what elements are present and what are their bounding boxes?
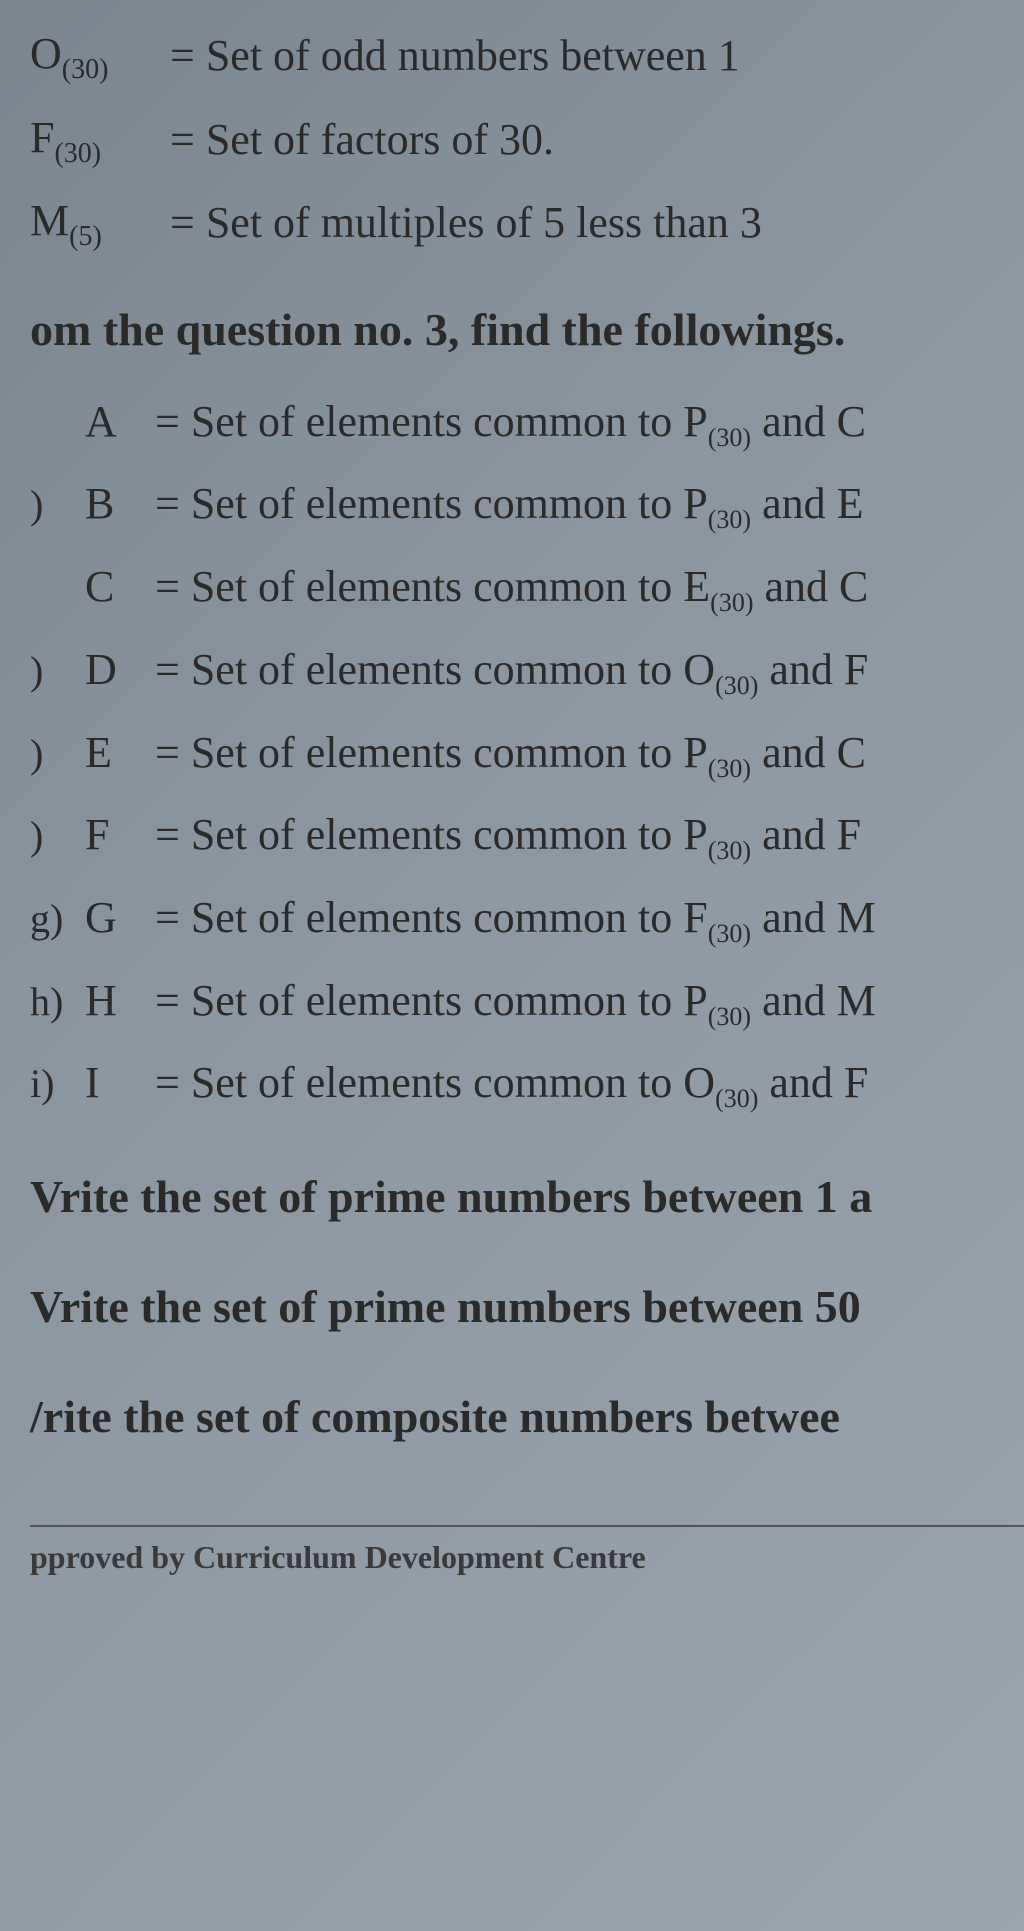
item-sub: (30) [708,919,751,948]
def-symbol-main: F [30,113,54,162]
def-symbol-main: O [30,29,62,78]
item-suffix: and C [751,728,866,777]
def-symbol: F(30) [30,114,170,170]
def-text: = Set of odd numbers between 1 [170,30,740,86]
item-text: = Set of elements common to O(30) and F [155,645,868,701]
item-sub: (30) [715,671,758,700]
item-prefix: = Set of elements common to F [155,893,708,942]
item-suffix: and M [751,893,876,942]
item-sub: (30) [708,1001,751,1030]
item-marker: ) [30,730,85,777]
item-marker: g) [30,895,85,942]
item-text: = Set of elements common to P(30) and M [155,976,876,1032]
item-row: g) G = Set of elements common to F(30) a… [30,892,1024,949]
item-row: ) E = Set of elements common to P(30) an… [30,727,1024,784]
item-sub: (30) [708,836,751,865]
item-row: ) B = Set of elements common to P(30) an… [30,478,1024,535]
item-text: = Set of elements common to P(30) and E [155,479,863,535]
footer-text: pproved by Curriculum Development Centre [30,1525,1024,1576]
item-letter: D [85,644,155,695]
item-letter: A [85,396,155,447]
item-prefix: = Set of elements common to P [155,397,708,446]
def-symbol-sub: (30) [54,137,101,168]
page-content: O(30) = Set of odd numbers between 1 F(3… [0,0,1024,1576]
def-text: = Set of factors of 30. [170,114,554,170]
item-marker: ) [30,481,85,528]
item-row: h) H = Set of elements common to P(30) a… [30,975,1024,1032]
item-sub: (30) [708,753,751,782]
item-letter: B [85,478,155,529]
item-prefix: = Set of elements common to P [155,479,708,528]
item-sub: (30) [708,423,751,452]
item-suffix: and F [751,810,861,859]
item-prefix: = Set of elements common to P [155,810,708,859]
item-marker: h) [30,978,85,1025]
definition-row: M(5) = Set of multiples of 5 less than 3 [30,197,1024,253]
def-symbol: O(30) [30,30,170,86]
item-suffix: and C [753,562,868,611]
item-prefix: = Set of elements common to E [155,562,710,611]
write-row: Vrite the set of prime numbers between 1… [30,1169,1024,1224]
item-marker: i) [30,1060,85,1107]
items-block: A = Set of elements common to P(30) and … [30,396,1024,1114]
item-letter: C [85,561,155,612]
item-letter: H [85,975,155,1026]
definitions-block: O(30) = Set of odd numbers between 1 F(3… [30,30,1024,253]
item-sub: (30) [710,588,753,617]
item-row: A = Set of elements common to P(30) and … [30,396,1024,453]
item-row: ) D = Set of elements common to O(30) an… [30,644,1024,701]
definition-row: O(30) = Set of odd numbers between 1 [30,30,1024,86]
item-row: ) F = Set of elements common to P(30) an… [30,809,1024,866]
item-prefix: = Set of elements common to P [155,728,708,777]
def-symbol-sub: (30) [62,54,109,85]
definition-row: F(30) = Set of factors of 30. [30,114,1024,170]
item-marker: ) [30,812,85,859]
item-suffix: and F [758,645,868,694]
def-text: = Set of multiples of 5 less than 3 [170,197,762,253]
item-suffix: and C [751,397,866,446]
item-suffix: and F [758,1058,868,1107]
write-row: /rite the set of composite numbers betwe… [30,1389,1024,1444]
def-symbol-main: M [30,196,69,245]
item-letter: F [85,809,155,860]
item-suffix: and E [751,479,863,528]
item-suffix: and M [751,976,876,1025]
item-row: i) I = Set of elements common to O(30) a… [30,1057,1024,1114]
item-prefix: = Set of elements common to O [155,645,715,694]
item-letter: I [85,1057,155,1108]
write-row: Vrite the set of prime numbers between 5… [30,1279,1024,1334]
item-letter: E [85,727,155,778]
item-text: = Set of elements common to P(30) and F [155,810,861,866]
item-prefix: = Set of elements common to P [155,976,708,1025]
def-symbol: M(5) [30,197,170,253]
item-marker: ) [30,647,85,694]
item-row: C = Set of elements common to E(30) and … [30,561,1024,618]
item-text: = Set of elements common to P(30) and C [155,728,866,784]
item-text: = Set of elements common to F(30) and M [155,893,876,949]
item-text: = Set of elements common to P(30) and C [155,397,866,453]
item-text: = Set of elements common to O(30) and F [155,1058,868,1114]
item-sub: (30) [715,1084,758,1113]
def-symbol-sub: (5) [69,221,102,252]
question-heading: om the question no. 3, find the followin… [30,303,1024,356]
item-text: = Set of elements common to E(30) and C [155,562,868,618]
item-sub: (30) [708,505,751,534]
item-prefix: = Set of elements common to O [155,1058,715,1107]
item-letter: G [85,892,155,943]
